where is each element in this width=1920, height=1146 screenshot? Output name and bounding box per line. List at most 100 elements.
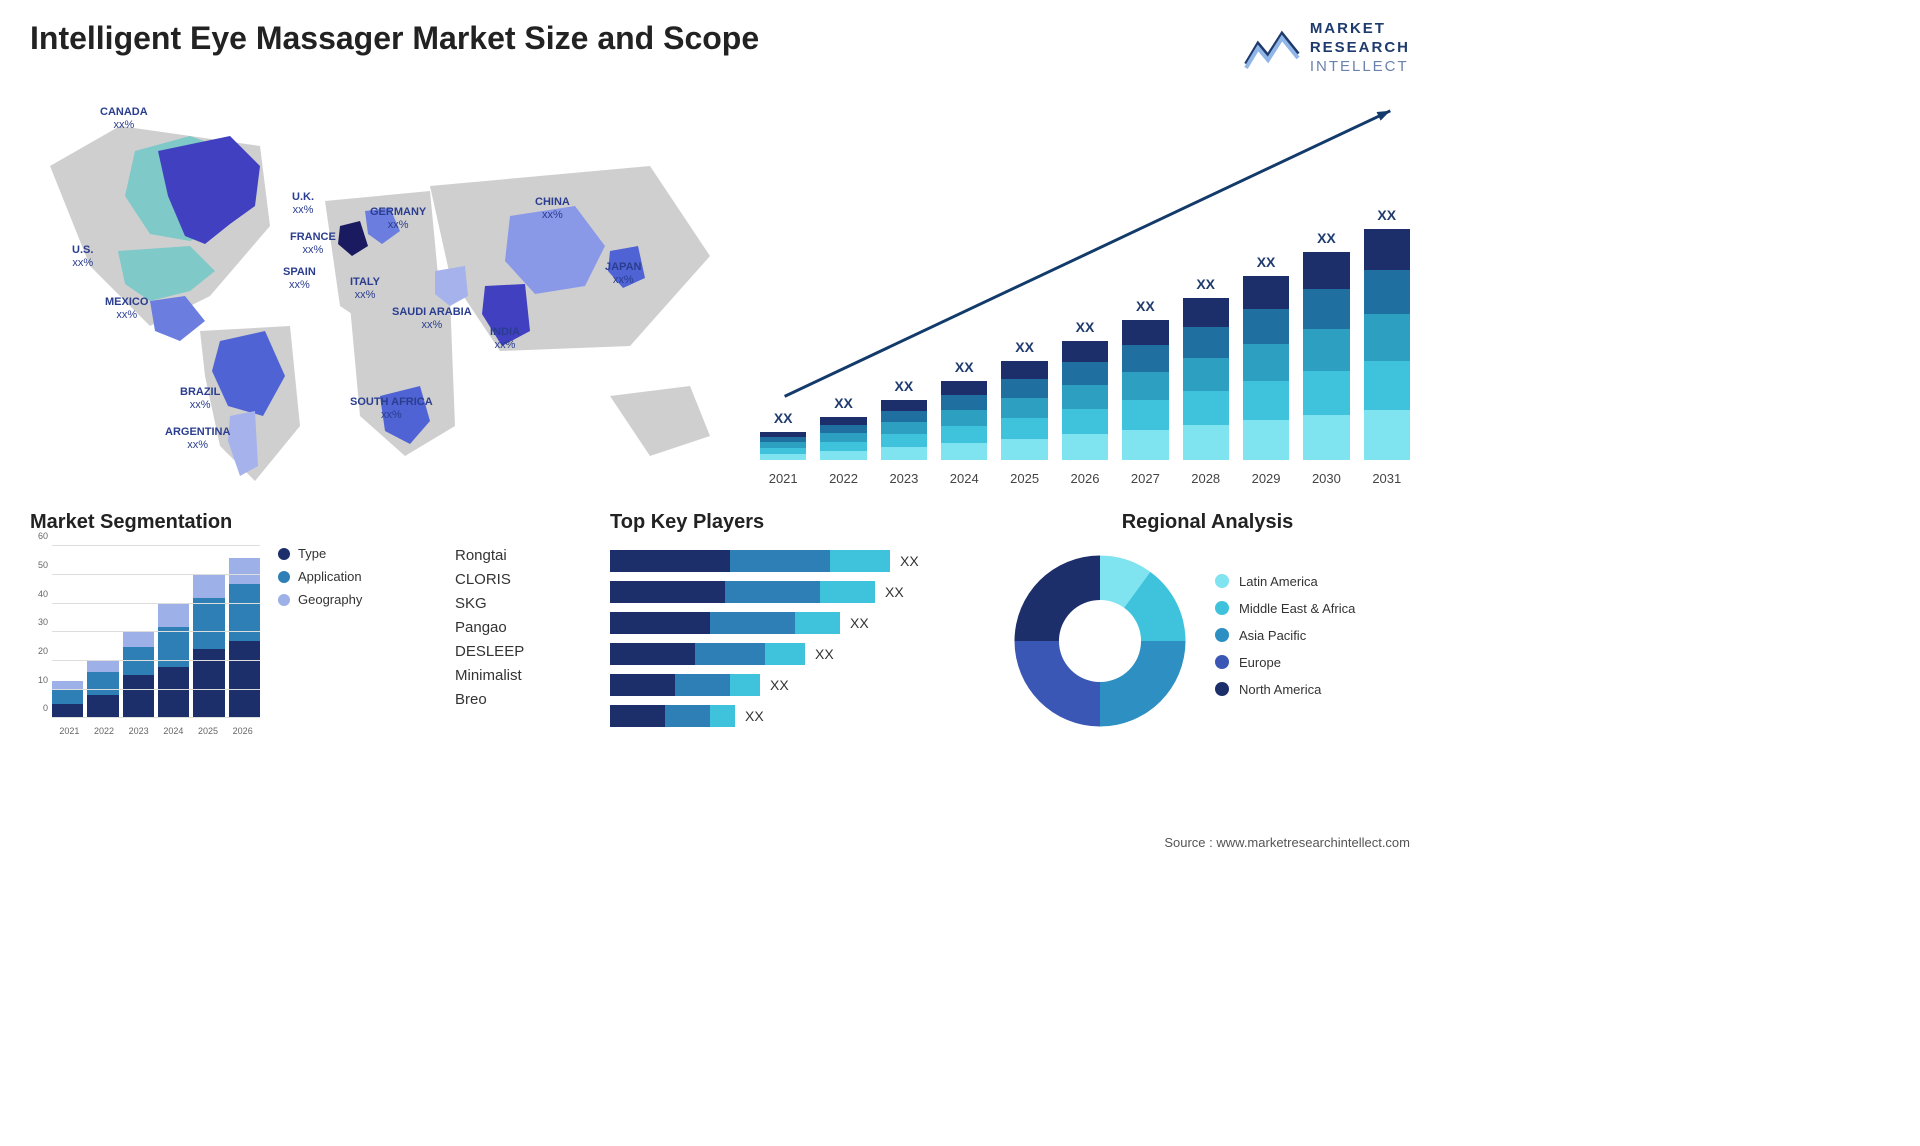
kp-row: XX [610, 581, 980, 603]
seg-year-label: 2022 [87, 726, 122, 736]
map-label-china: CHINAxx% [535, 196, 570, 221]
growth-col-2023: XX [881, 400, 927, 460]
player-name: Breo [455, 691, 585, 708]
regional-title: Regional Analysis [1005, 511, 1410, 534]
kp-label: XX [900, 553, 919, 569]
donut-segment [1015, 556, 1101, 642]
growth-year-label: 2029 [1243, 471, 1289, 486]
growth-year-label: 2022 [820, 471, 866, 486]
legend-label: Type [298, 546, 326, 561]
growth-value-label: XX [760, 410, 806, 426]
map-label-u-k-: U.K.xx% [292, 191, 314, 216]
seg-year-label: 2024 [156, 726, 191, 736]
growth-value-label: XX [1303, 230, 1349, 246]
seg-ytick: 20 [30, 646, 48, 656]
brand-logo: MARKET RESEARCH INTELLECT [1244, 20, 1410, 76]
growth-col-2024: XX [941, 381, 987, 460]
keyplayers-chart: XX XX XX XX XX XX [610, 546, 980, 746]
growth-col-2025: XX [1001, 361, 1047, 460]
keyplayers-title: Top Key Players [610, 511, 980, 534]
seg-col-2021 [52, 681, 83, 718]
segmentation-chart: 0102030405060 202120222023202420252026 [30, 546, 260, 736]
growth-col-2028: XX [1183, 298, 1229, 460]
map-svg [30, 96, 730, 486]
kp-row: XX [610, 674, 980, 696]
seg-col-2022 [87, 661, 118, 718]
map-label-france: FRANCExx% [290, 231, 336, 256]
legend-swatch [278, 594, 290, 606]
growth-year-label: 2027 [1122, 471, 1168, 486]
kp-label: XX [815, 646, 834, 662]
seg-ytick: 0 [30, 703, 48, 713]
legend-swatch [1215, 628, 1229, 642]
world-map: CANADAxx%U.S.xx%MEXICOxx%BRAZILxx%ARGENT… [30, 96, 730, 486]
seg-col-2026 [229, 558, 260, 719]
seg-legend-item: Type [278, 546, 362, 561]
map-label-u-s-: U.S.xx% [72, 244, 93, 269]
legend-label: Europe [1239, 655, 1281, 670]
growth-col-2022: XX [820, 417, 866, 460]
region-legend-item: Middle East & Africa [1215, 601, 1355, 616]
region-legend-item: Latin America [1215, 574, 1355, 589]
map-label-saudi-arabia: SAUDI ARABIAxx% [392, 306, 472, 331]
growth-value-label: XX [820, 395, 866, 411]
seg-ytick: 30 [30, 617, 48, 627]
player-name: Minimalist [455, 667, 585, 684]
seg-legend-item: Geography [278, 592, 362, 607]
legend-swatch [1215, 574, 1229, 588]
seg-year-label: 2021 [52, 726, 87, 736]
legend-label: Geography [298, 592, 362, 607]
player-name: Pangao [455, 619, 585, 636]
legend-label: Middle East & Africa [1239, 601, 1355, 616]
growth-year-label: 2025 [1001, 471, 1047, 486]
growth-col-2021: XX [760, 432, 806, 460]
growth-value-label: XX [1062, 319, 1108, 335]
map-label-south-africa: SOUTH AFRICAxx% [350, 396, 433, 421]
seg-year-label: 2026 [225, 726, 260, 736]
growth-col-2029: XX [1243, 276, 1289, 460]
map-label-japan: JAPANxx% [605, 261, 641, 286]
map-label-india: INDIAxx% [490, 326, 520, 351]
player-name: SKG [455, 595, 585, 612]
legend-label: North America [1239, 682, 1321, 697]
kp-row: XX [610, 612, 980, 634]
map-label-italy: ITALYxx% [350, 276, 380, 301]
seg-ytick: 50 [30, 560, 48, 570]
seg-legend-item: Application [278, 569, 362, 584]
seg-year-label: 2025 [191, 726, 226, 736]
brand-icon [1244, 26, 1300, 70]
player-name: CLORIS [455, 571, 585, 588]
regional-donut [1005, 546, 1195, 736]
seg-ytick: 10 [30, 675, 48, 685]
growth-year-label: 2030 [1303, 471, 1349, 486]
page-title: Intelligent Eye Massager Market Size and… [30, 20, 759, 57]
growth-value-label: XX [881, 378, 927, 394]
seg-ytick: 40 [30, 589, 48, 599]
legend-swatch [1215, 682, 1229, 696]
brand-line1: MARKET [1310, 20, 1410, 39]
kp-label: XX [745, 708, 764, 724]
regional-legend: Latin America Middle East & Africa Asia Pa… [1215, 574, 1355, 709]
map-label-brazil: BRAZILxx% [180, 386, 220, 411]
segmentation-legend: Type Application Geography [278, 546, 362, 736]
kp-row: XX [610, 705, 980, 727]
legend-label: Application [298, 569, 362, 584]
legend-swatch [1215, 601, 1229, 615]
seg-ytick: 60 [30, 531, 48, 541]
donut-segment [1015, 641, 1101, 727]
legend-label: Asia Pacific [1239, 628, 1306, 643]
growth-year-label: 2026 [1062, 471, 1108, 486]
legend-swatch [278, 571, 290, 583]
brand-line3: INTELLECT [1310, 58, 1410, 77]
seg-col-2023 [123, 632, 154, 718]
growth-year-label: 2021 [760, 471, 806, 486]
growth-col-2027: XX [1122, 320, 1168, 460]
growth-chart: XXXXXXXXXXXXXXXXXXXXXX 20212022202320242… [760, 96, 1410, 486]
map-label-argentina: ARGENTINAxx% [165, 426, 230, 451]
segmentation-title: Market Segmentation [30, 511, 430, 534]
brand-line2: RESEARCH [1310, 39, 1410, 58]
kp-row: XX [610, 550, 980, 572]
source-text: Source : www.marketresearchintellect.com [1164, 835, 1410, 850]
region-legend-item: Europe [1215, 655, 1355, 670]
player-name: DESLEEP [455, 643, 585, 660]
